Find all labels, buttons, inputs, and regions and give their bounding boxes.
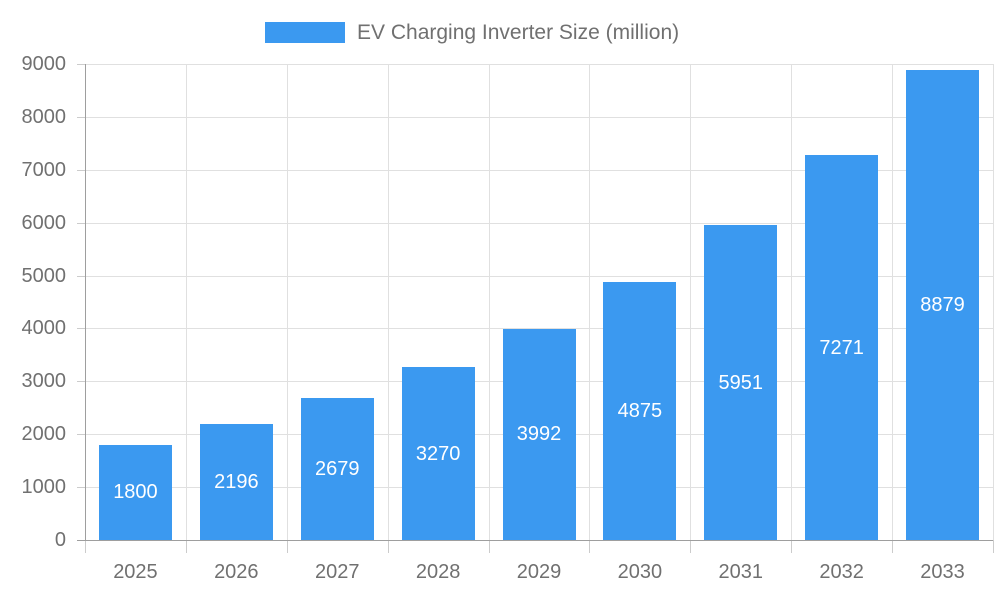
x-axis-line (77, 540, 993, 541)
x-axis-tick-label: 2029 (516, 561, 562, 583)
y-gridline (85, 64, 993, 65)
legend-label: EV Charging Inverter Size (million) (357, 21, 680, 44)
x-axis-tick (993, 540, 994, 553)
x-axis-tick (387, 540, 389, 553)
bar-value-label: 5951 (718, 371, 764, 394)
x-axis-tick-label: 2030 (617, 561, 663, 583)
y-gridline (85, 222, 993, 224)
x-axis-tick (690, 540, 692, 553)
y-gridline (85, 169, 993, 171)
bar-value-label: 3270 (415, 442, 461, 465)
bar-value-label: 7271 (819, 336, 864, 359)
bar-value-label: 1800 (113, 481, 158, 504)
bar-2033[interactable]: 8879 (906, 70, 980, 540)
y-axis-tick (77, 64, 85, 65)
bar-2027[interactable]: 2679 (300, 398, 374, 540)
x-axis-tick-label: 2028 (415, 561, 461, 583)
y-axis-tick (77, 169, 85, 171)
bar-2026[interactable]: 2196 (199, 423, 273, 540)
bar-2031[interactable]: 5951 (704, 225, 778, 540)
chart-legend[interactable]: EV Charging Inverter Size (million) (265, 21, 679, 44)
legend-swatch (265, 22, 345, 43)
y-axis-tick-label: 0 (54, 529, 66, 551)
x-axis-tick (85, 540, 86, 553)
x-gridline (589, 64, 591, 540)
y-axis-tick-label: 6000 (21, 211, 67, 234)
y-gridline (85, 116, 993, 118)
bar-value-label: 8879 (920, 294, 965, 317)
bar-value-label: 4875 (617, 400, 663, 423)
x-gridline (185, 64, 187, 540)
bar-2032[interactable]: 7271 (805, 155, 879, 540)
bar-value-label: 3992 (516, 423, 562, 446)
x-gridline (892, 64, 894, 540)
y-axis-tick-label: 2000 (21, 423, 67, 446)
bar-value-label: 2196 (214, 470, 259, 493)
x-gridline (286, 64, 288, 540)
y-gridline (85, 275, 993, 277)
x-axis-tick-label: 2027 (314, 561, 360, 583)
y-axis-tick-label: 5000 (21, 264, 67, 287)
y-axis-tick-label: 9000 (21, 53, 67, 75)
x-gridline (488, 64, 490, 540)
bar-2030[interactable]: 4875 (603, 282, 677, 540)
x-axis-tick-label: 2032 (819, 561, 864, 583)
x-axis-tick (589, 540, 591, 553)
y-axis-tick (77, 381, 85, 383)
bar-2025[interactable]: 1800 (98, 444, 172, 540)
y-axis-tick (77, 487, 85, 489)
x-axis-tick-label: 2025 (113, 561, 158, 583)
bar-2028[interactable]: 3270 (401, 367, 475, 540)
y-axis-tick (77, 434, 85, 436)
x-axis-tick (892, 540, 894, 553)
x-gridline (387, 64, 389, 540)
bar-2029[interactable]: 3992 (502, 328, 576, 540)
y-axis-tick-label: 7000 (21, 158, 67, 181)
y-axis-tick-label: 1000 (21, 476, 67, 499)
y-axis-tick (77, 328, 85, 330)
y-axis-tick (77, 275, 85, 277)
y-axis-line (85, 64, 86, 540)
y-axis-tick-label: 8000 (21, 105, 67, 128)
x-gridline (690, 64, 692, 540)
x-axis-tick (185, 540, 187, 553)
x-axis-tick (286, 540, 288, 553)
x-gridline (791, 64, 793, 540)
x-axis-tick-label: 2026 (214, 561, 259, 583)
x-axis-tick (791, 540, 793, 553)
y-axis-tick (77, 222, 85, 224)
x-gridline (993, 64, 994, 540)
x-axis-tick-label: 2031 (718, 561, 764, 583)
bar-value-label: 2679 (314, 458, 360, 481)
x-axis-tick-label: 2033 (920, 561, 965, 583)
y-axis-tick-label: 3000 (21, 370, 67, 393)
y-axis-tick (77, 116, 85, 118)
y-axis-tick-label: 4000 (21, 317, 67, 340)
x-axis-tick (488, 540, 490, 553)
